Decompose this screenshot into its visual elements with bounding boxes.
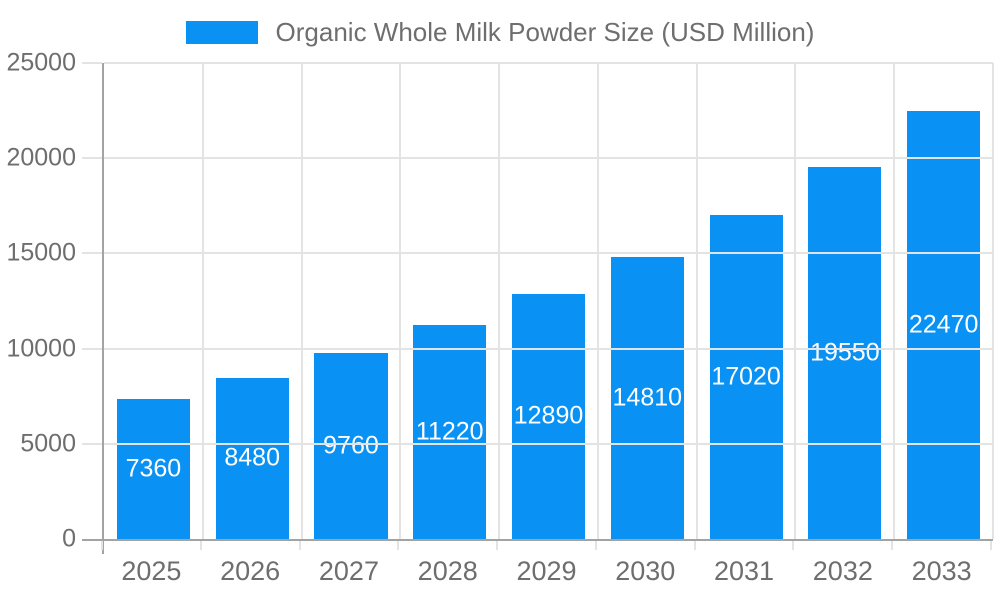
bar-cell: 9760 [302, 63, 401, 539]
v-gridline [893, 63, 896, 539]
y-tick-label: 10000 [6, 334, 76, 363]
x-axis-extension [82, 539, 102, 541]
x-tick [101, 541, 103, 550]
bar-value-label: 14810 [612, 383, 683, 412]
v-gridline [695, 63, 698, 539]
bar-value-label: 7360 [125, 454, 182, 483]
y-tick-label: 0 [62, 524, 76, 553]
x-tick [891, 541, 894, 550]
x-tick [496, 541, 499, 550]
legend-swatch [185, 21, 258, 44]
x-tick [792, 541, 795, 550]
x-axis-labels: 2025 2026 2027 2028 2029 2030 2031 2032 2033 [102, 556, 991, 592]
y-axis-extension [102, 541, 104, 554]
v-gridline [992, 63, 994, 539]
bar: 22470 [907, 111, 981, 539]
y-tick [82, 62, 102, 64]
bar-value-label: 9760 [323, 431, 379, 460]
y-tick [82, 442, 102, 445]
bar-cell: 12890 [499, 63, 598, 539]
x-tick [298, 541, 301, 550]
bar-cell: 19550 [795, 63, 894, 539]
x-tick [693, 541, 696, 550]
bar: 19550 [808, 166, 882, 539]
h-gridline [104, 157, 993, 160]
chart-legend-item[interactable]: Organic Whole Milk Powder Size (USD Mill… [0, 17, 1000, 48]
x-tick-label: 2030 [615, 556, 676, 586]
x-tick-label: 2032 [812, 556, 873, 586]
plot-area: 7360 8480 9760 11220 12890 14810 17020 19550 224… [102, 62, 994, 541]
y-tick-label: 5000 [20, 429, 76, 458]
legend-label: Organic Whole Milk Powder Size (USD Mill… [275, 17, 815, 47]
bar-cell: 7360 [104, 63, 203, 539]
bar-cell: 22470 [894, 63, 993, 539]
x-tick-label: 2031 [714, 556, 775, 586]
bar-value-label: 22470 [908, 310, 979, 339]
x-tick-label: 2028 [417, 556, 478, 586]
bars-layer: 7360 8480 9760 11220 12890 14810 17020 19550 224… [104, 63, 993, 539]
bar: 12890 [511, 293, 586, 539]
bar-value-label: 12890 [513, 401, 584, 430]
y-axis-labels: 0 5000 10000 15000 20000 25000 [0, 49, 76, 553]
v-gridline [794, 63, 797, 539]
y-tick [82, 157, 102, 160]
x-tick-label: 2027 [318, 556, 379, 586]
h-gridline [104, 252, 993, 255]
bar: 11220 [413, 325, 487, 539]
y-tick-label: 25000 [6, 48, 76, 77]
bar-cell: 11220 [400, 63, 499, 539]
h-gridline [104, 442, 993, 445]
bar-value-label: 8480 [224, 443, 280, 472]
bar-cell: 17020 [697, 63, 796, 539]
y-tick [82, 347, 102, 350]
bar: 8480 [215, 377, 289, 539]
x-tick-label: 2025 [121, 556, 182, 586]
bar-value-label: 11220 [415, 417, 484, 446]
bar: 9760 [314, 353, 388, 539]
bar: 7360 [116, 398, 190, 539]
v-gridline [498, 63, 501, 539]
y-tick-label: 15000 [6, 238, 76, 267]
bar: 17020 [709, 214, 783, 539]
bar-value-label: 17020 [711, 362, 781, 391]
v-gridline [201, 63, 204, 539]
v-gridline [300, 63, 303, 539]
x-tick [990, 541, 992, 550]
h-gridline [104, 347, 993, 350]
bar-value-label: 19550 [810, 338, 880, 367]
bar-cell: 8480 [203, 63, 302, 539]
y-tick-label: 20000 [6, 143, 76, 172]
x-tick-label: 2026 [220, 556, 281, 586]
bar-cell: 14810 [598, 63, 697, 539]
x-tick [199, 541, 202, 550]
x-tick-label: 2029 [516, 556, 577, 586]
x-tick-label: 2033 [911, 556, 972, 586]
y-tick [82, 252, 102, 255]
y-axis-ticks [82, 62, 102, 539]
x-tick [397, 541, 400, 550]
bar: 14810 [610, 257, 684, 539]
x-tick [594, 541, 597, 550]
v-gridline [596, 63, 599, 539]
x-axis-ticks [101, 541, 992, 550]
v-gridline [399, 63, 402, 539]
h-gridline [104, 62, 993, 64]
